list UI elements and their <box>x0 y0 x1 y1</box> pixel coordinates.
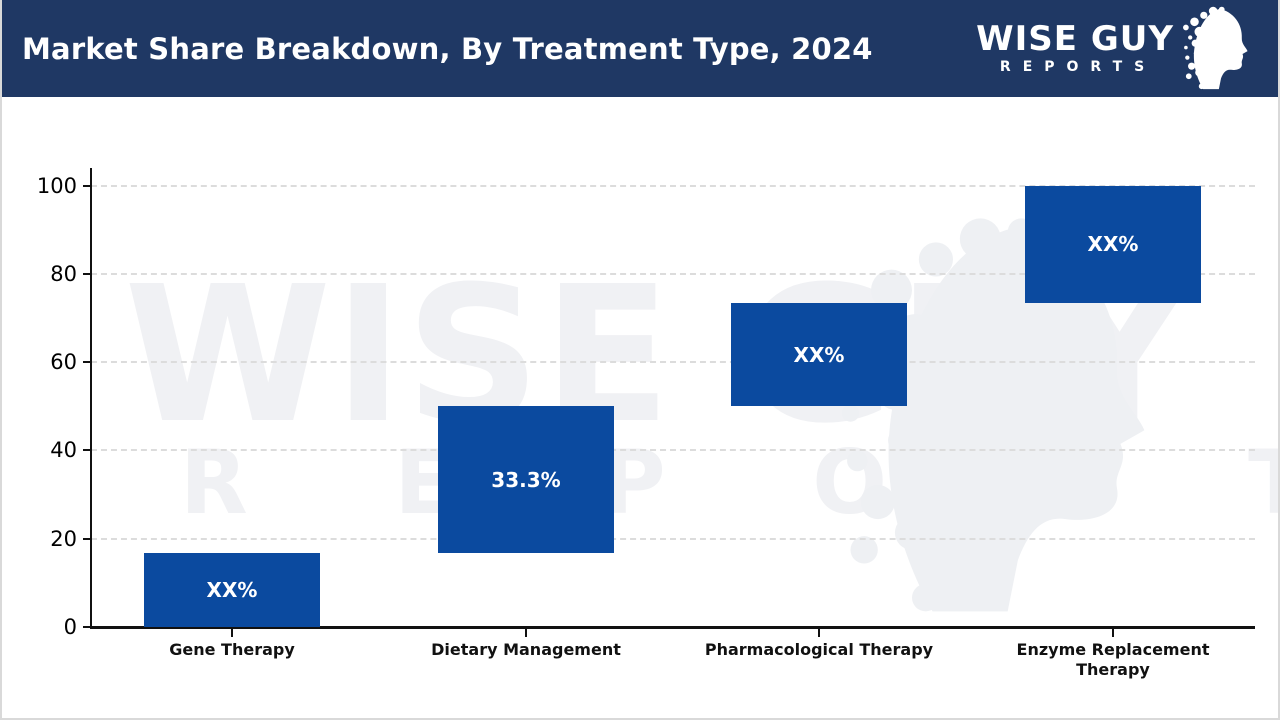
gridline-y40 <box>91 449 1255 452</box>
gridline-y100 <box>91 184 1255 187</box>
brand-name: WISE GUY <box>976 19 1174 59</box>
x-axis-category-label: Dietary Management <box>431 640 621 659</box>
bar-value-label: XX% <box>206 578 258 603</box>
bar-dietary-management: 33.3% <box>438 406 614 554</box>
y-axis-tick <box>83 361 91 364</box>
brand-logo: WISE GUY REPORTS <box>976 6 1252 92</box>
brand-subtitle: REPORTS <box>999 59 1157 75</box>
dotted-face-profile-icon <box>1183 6 1248 89</box>
y-axis-line <box>90 168 92 629</box>
header-bar: Market Share Breakdown, By Treatment Typ… <box>2 0 1278 97</box>
y-axis-tick <box>83 449 91 452</box>
x-axis-tick <box>231 629 233 637</box>
bar-value-label: XX% <box>1087 232 1139 257</box>
gridline-y20 <box>91 537 1255 540</box>
bar-value-label: 33.3% <box>491 467 561 492</box>
x-axis-tick <box>1112 629 1114 637</box>
bar-enzyme-replacement-therapy: XX% <box>1025 185 1201 304</box>
y-axis-tick <box>83 184 91 187</box>
y-axis-tick <box>83 272 91 275</box>
y-axis-tick-label: 40 <box>50 438 77 463</box>
y-axis-tick-label: 20 <box>50 526 77 551</box>
y-axis-tick-label: 60 <box>50 350 77 375</box>
x-axis-category-label: Gene Therapy <box>169 640 295 659</box>
brand-logo-text: WISE GUY REPORTS <box>976 22 1174 75</box>
bar-value-label: XX% <box>793 342 845 367</box>
x-axis-tick <box>525 629 527 637</box>
y-axis-tick-label: 100 <box>36 173 77 198</box>
gridline-y60 <box>91 361 1255 364</box>
x-axis-category-label: Pharmacological Therapy <box>704 640 934 659</box>
x-axis-tick <box>818 629 820 637</box>
x-axis-line <box>90 626 1255 629</box>
x-axis-category-label: Enzyme Replacement Therapy <box>1016 640 1210 679</box>
gridline-y80 <box>91 272 1255 275</box>
y-axis-tick-label: 80 <box>50 261 77 286</box>
y-axis-tick <box>83 537 91 540</box>
page-title: Market Share Breakdown, By Treatment Typ… <box>22 31 873 66</box>
bar-gene-therapy: XX% <box>144 553 320 627</box>
bar-pharmacological-therapy: XX% <box>731 303 907 407</box>
y-axis-tick-label: 0 <box>63 615 77 639</box>
y-axis-tick <box>83 626 91 628</box>
